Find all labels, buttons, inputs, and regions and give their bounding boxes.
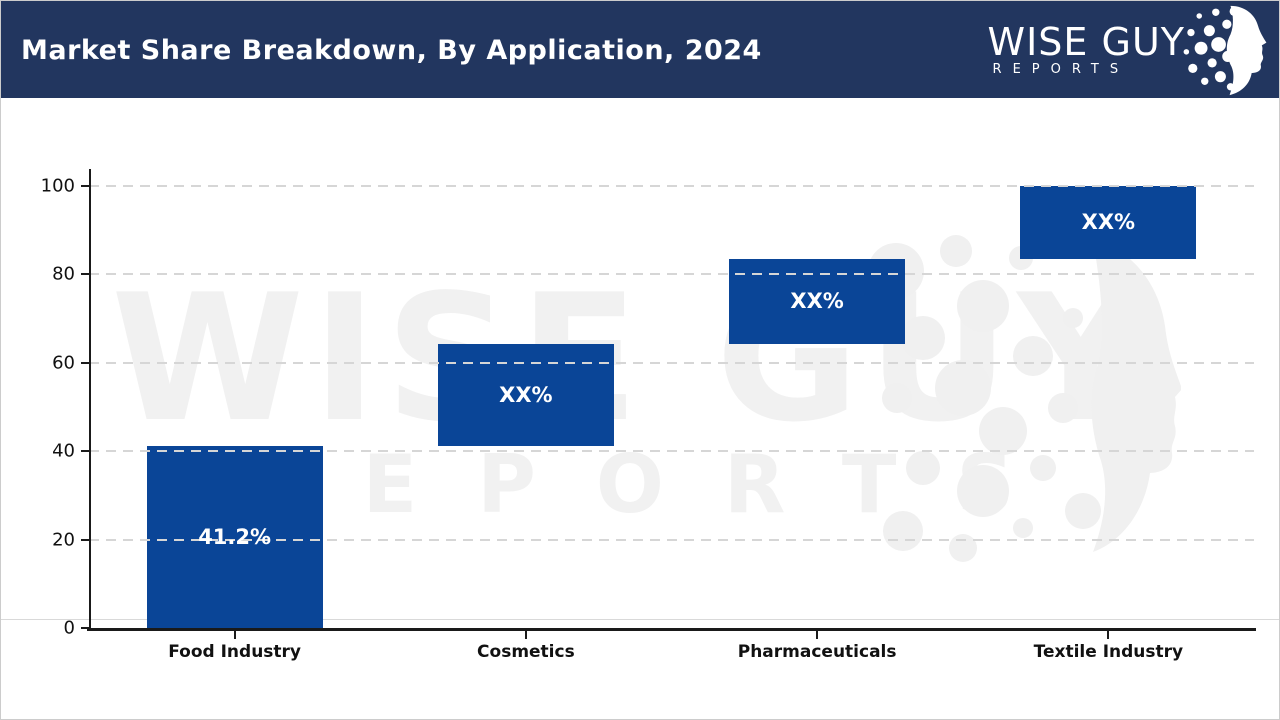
logo-head-icon xyxy=(1183,5,1267,96)
y-tick-label: 40 xyxy=(52,440,75,462)
logo-subtitle: REPORTS xyxy=(992,62,1130,77)
gridline-y80 xyxy=(89,273,1254,276)
y-tick xyxy=(81,627,89,629)
y-axis-line xyxy=(89,169,91,630)
logo-wordmark: WISE GUY xyxy=(987,20,1185,64)
x-category-label: Cosmetics xyxy=(477,642,575,662)
watermark-head-icon xyxy=(868,235,1181,562)
bottom-divider xyxy=(1,619,1279,620)
bar-food-industry xyxy=(146,445,323,628)
chart-area: WISE GUY REPORTS 41.2% XX% XX% XX% 0 20 40 60 80… xyxy=(1,98,1279,717)
bar-pharmaceuticals xyxy=(729,258,906,344)
gridline-y60 xyxy=(89,361,1254,364)
gridline-y40 xyxy=(89,450,1254,453)
x-axis-line xyxy=(87,628,1256,631)
y-tick xyxy=(81,361,89,364)
y-tick xyxy=(81,450,89,453)
header-bar: Market Share Breakdown, By Application, … xyxy=(1,1,1279,98)
gridline-y100 xyxy=(89,185,1254,187)
wiseguy-logo: WISE GUY REPORTS xyxy=(988,5,1271,96)
x-tick xyxy=(816,631,819,639)
x-tick xyxy=(233,631,236,639)
y-tick xyxy=(81,273,89,276)
bar-cosmetics xyxy=(437,343,614,446)
x-category-label: Textile Industry xyxy=(1033,642,1184,662)
y-tick-label: 0 xyxy=(63,617,75,639)
x-category-label: Food Industry xyxy=(168,642,302,662)
x-tick xyxy=(524,631,527,639)
gridline-y20 xyxy=(89,538,1254,541)
bar-value-label: XX% xyxy=(499,382,553,407)
y-tick-label: 80 xyxy=(52,263,75,285)
y-tick xyxy=(81,538,89,541)
y-tick-label: 60 xyxy=(52,352,75,374)
y-tick-label: 20 xyxy=(52,529,75,551)
x-tick xyxy=(1107,631,1110,639)
bar-value-label: 41.2% xyxy=(198,524,272,549)
watermark-subtitle: REPORTS xyxy=(241,438,1075,531)
y-tick xyxy=(81,185,89,187)
y-tick-label: 100 xyxy=(40,175,75,197)
x-category-label: Pharmaceuticals xyxy=(737,642,897,662)
logo-text: WISE GUY REPORTS xyxy=(988,22,1185,78)
page-title: Market Share Breakdown, By Application, … xyxy=(21,35,762,66)
bar-value-label: XX% xyxy=(790,289,844,314)
bar-value-label: XX% xyxy=(1081,210,1136,235)
bar-textile-industry xyxy=(1020,186,1197,259)
